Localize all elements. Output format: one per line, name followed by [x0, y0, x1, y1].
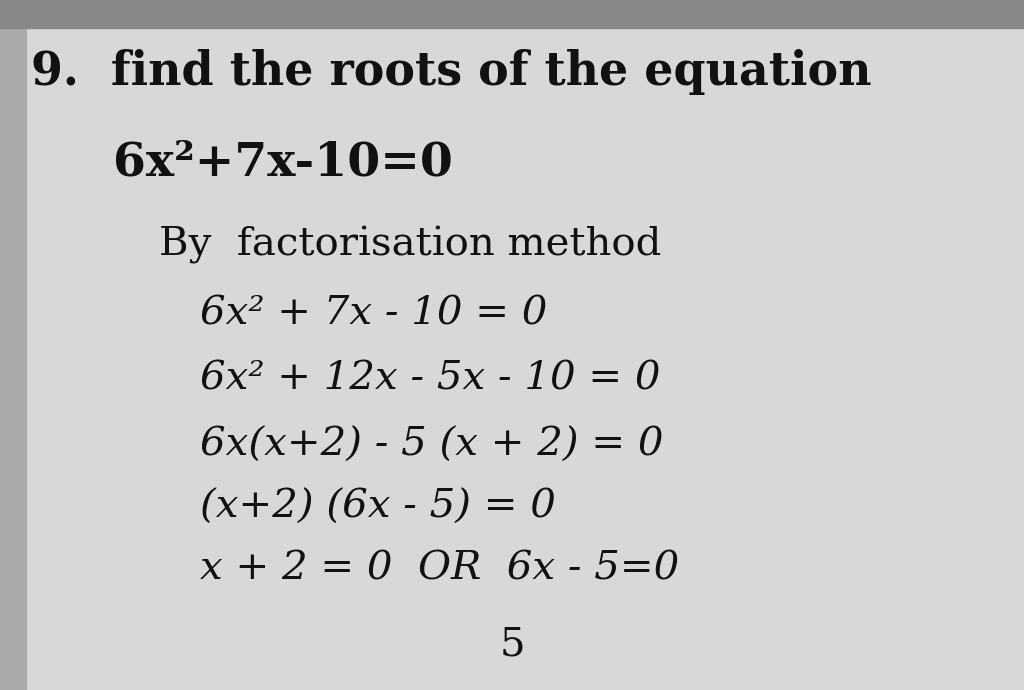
- Bar: [0, 0, 1024, 28]
- Text: 9.  find the roots of the equation: 9. find the roots of the equation: [31, 50, 871, 95]
- Text: (x+2) (6x - 5) = 0: (x+2) (6x - 5) = 0: [200, 489, 556, 526]
- Text: By  factorisation method: By factorisation method: [159, 226, 662, 264]
- Text: 6x²+7x-10=0: 6x²+7x-10=0: [113, 139, 453, 185]
- Bar: [0, 0, 26, 690]
- Text: x + 2 = 0  OR  6x - 5=0: x + 2 = 0 OR 6x - 5=0: [200, 551, 679, 588]
- Text: 5: 5: [499, 627, 525, 664]
- Text: 6x(x+2) - 5 (x + 2) = 0: 6x(x+2) - 5 (x + 2) = 0: [200, 426, 664, 464]
- Text: 6x² + 7x - 10 = 0: 6x² + 7x - 10 = 0: [200, 295, 547, 333]
- Text: 6x² + 12x - 5x - 10 = 0: 6x² + 12x - 5x - 10 = 0: [200, 361, 660, 398]
